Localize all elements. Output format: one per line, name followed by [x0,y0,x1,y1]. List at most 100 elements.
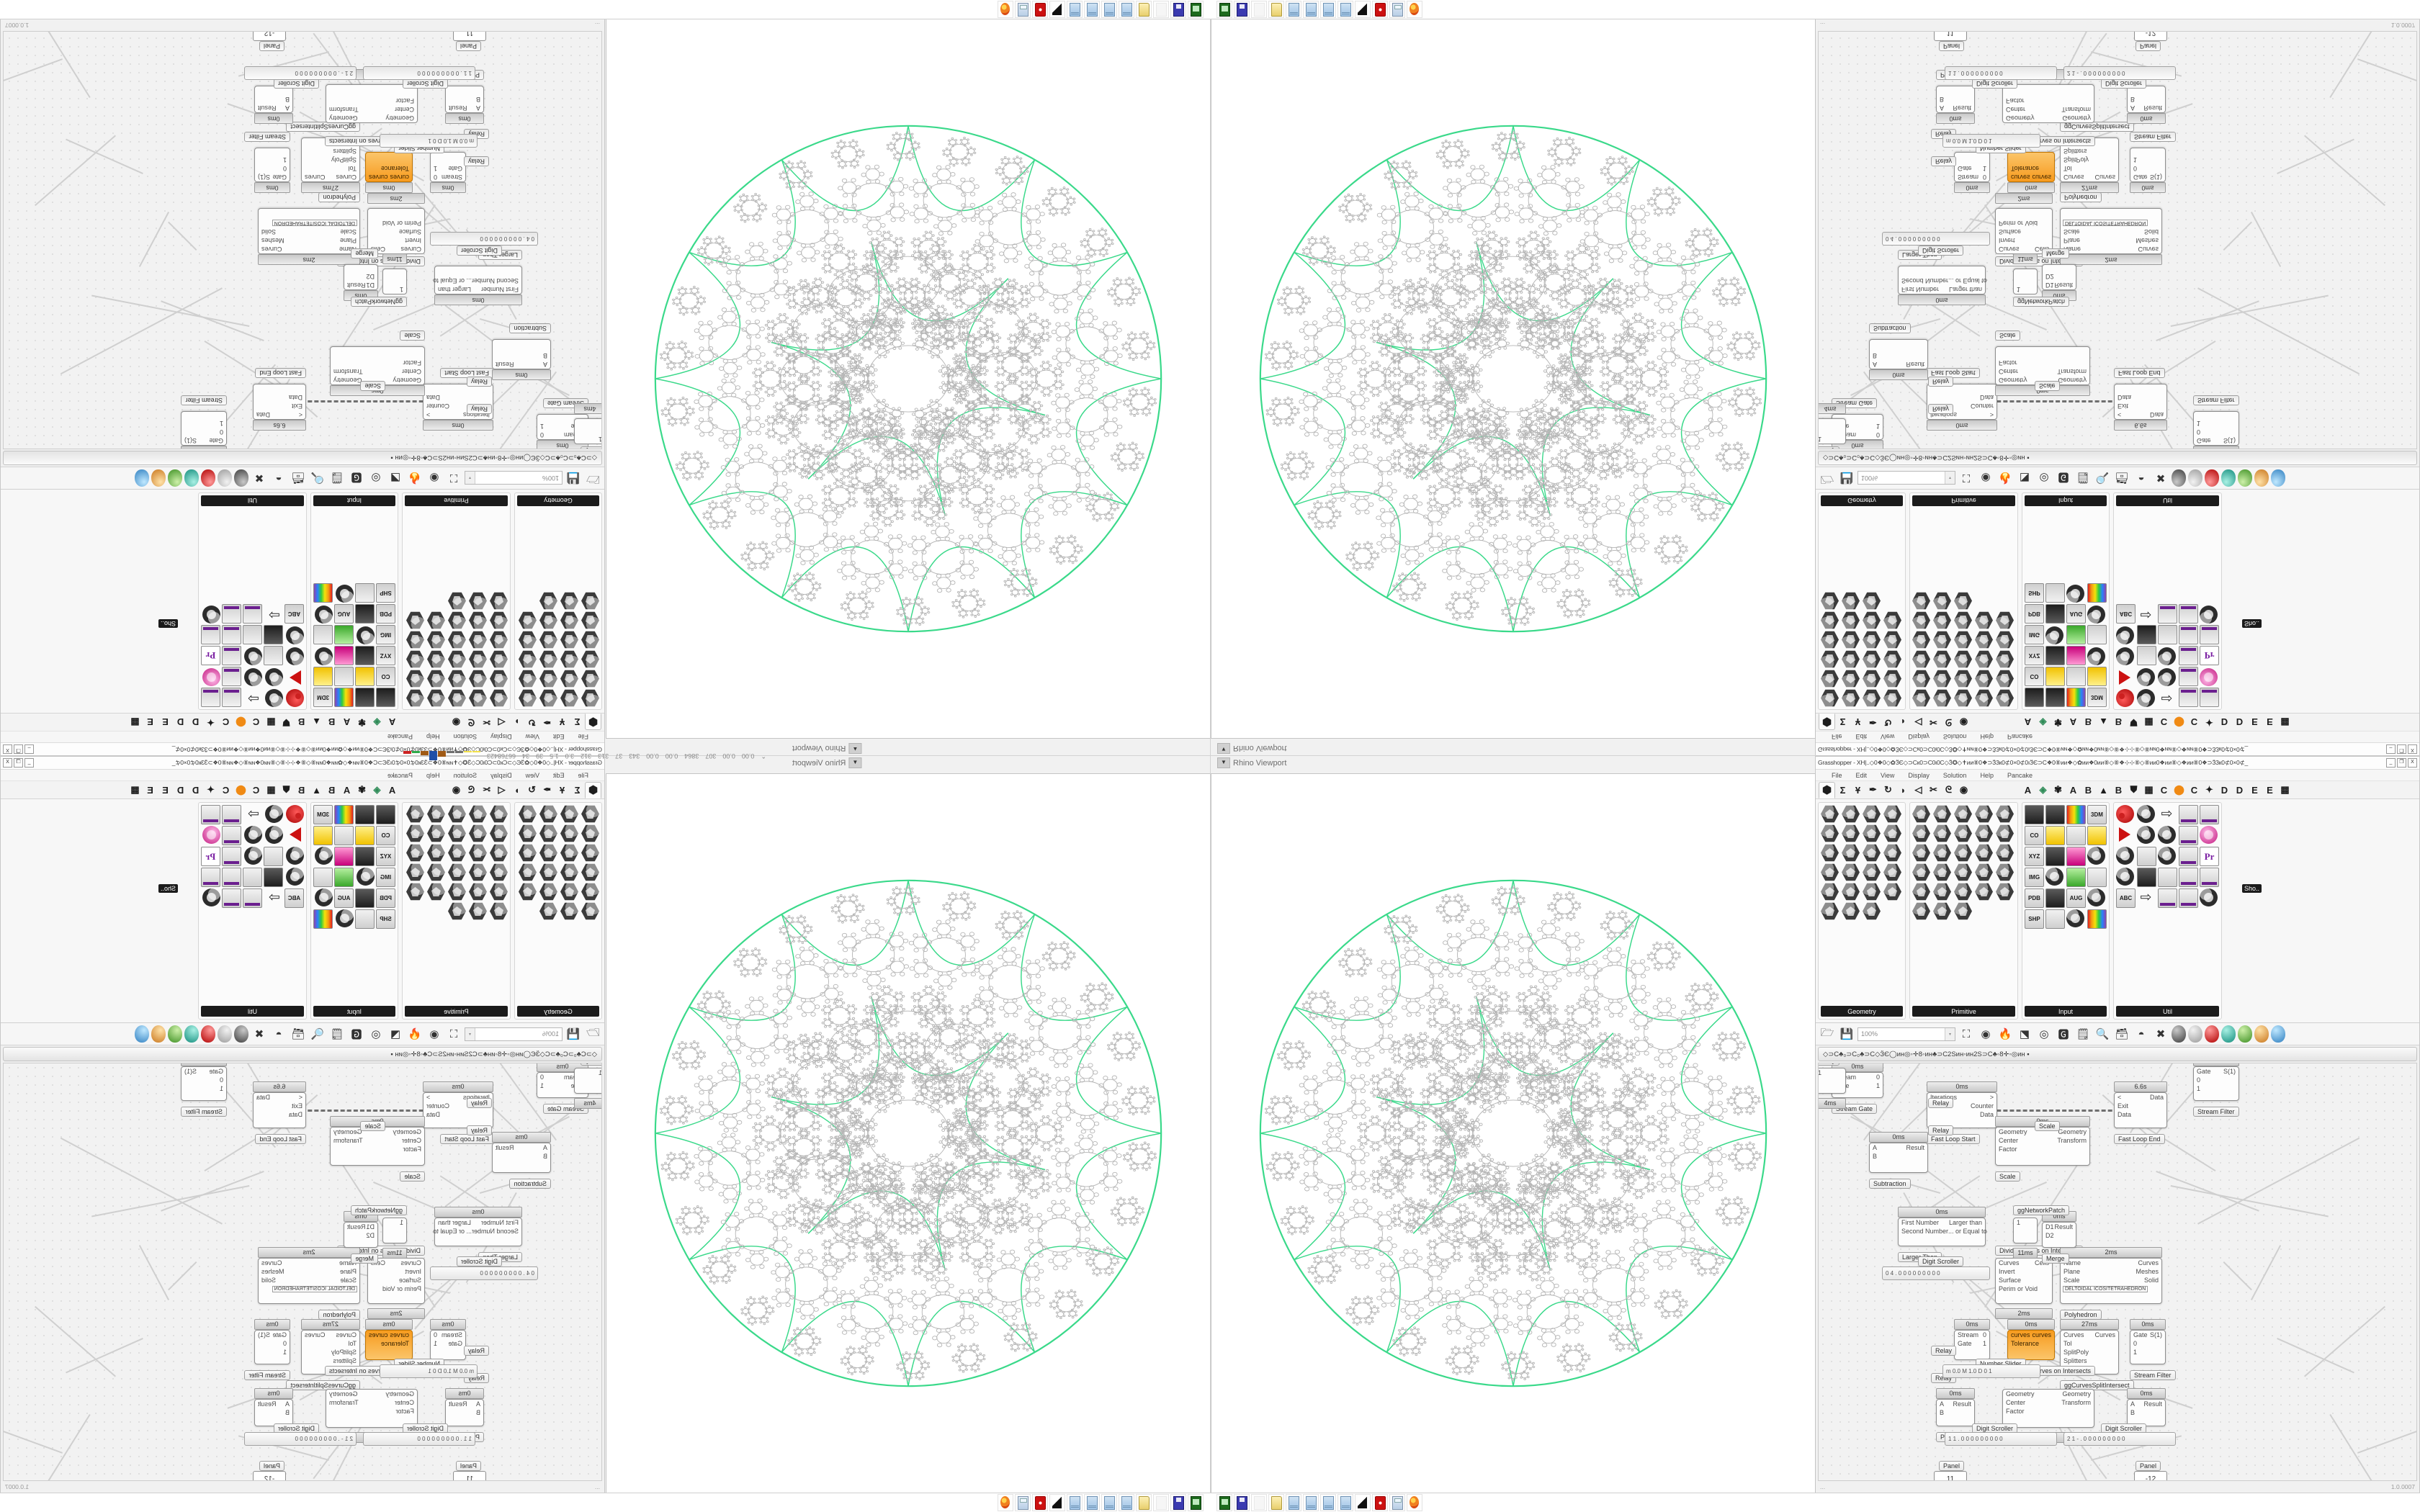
gh-port-out[interactable]: Geometry [2058,1128,2087,1135]
gh-node-scale[interactable]: Geometry Geometry Center Transform Factor [1995,1127,2090,1166]
arrow-right-icon[interactable]: ⇨ [265,888,283,906]
gh-port-in[interactable]: Surface [1999,228,2021,235]
display-mode-icon[interactable] [2188,1025,2202,1043]
gh-panel-node[interactable]: -12 [253,31,286,41]
ribbon-group-label-primitive[interactable]: Primitive [1912,1006,2015,1017]
ribbon-hex-icon[interactable] [1975,863,1993,881]
ribbon-text-icon-PDB[interactable]: PDB [376,888,395,908]
taskbar-item-save-icon[interactable] [1234,1494,1250,1511]
display-mode-icon[interactable] [168,1025,182,1043]
menu-item-display[interactable]: Display [1908,772,1930,779]
taskbar-item-terminal-icon[interactable] [1188,1,1204,18]
ribbon-tab-r-9[interactable]: C [2156,783,2172,798]
gh-port-in[interactable]: D1 [366,1223,375,1230]
display-mode-icon[interactable] [2221,469,2236,487]
taskbar-item-notepad-icon[interactable] [1119,1,1134,18]
ribbon-hex-icon[interactable] [1842,650,1860,668]
pink-box-icon[interactable]: 🗃 [290,469,307,487]
ribbon-tab-8[interactable]: ᘓ [1941,783,1956,798]
ribbon-square-icon[interactable] [2179,688,2198,707]
ribbon-circle-icon[interactable] [265,668,283,686]
ribbon-text-icon-IMG[interactable]: IMG [2025,625,2044,644]
gh-port-in[interactable]: Splitters [333,1357,357,1364]
ribbon-square-icon[interactable] [355,909,375,929]
ribbon-hex-icon[interactable] [1996,611,2014,629]
ribbon-square-icon[interactable] [222,646,241,665]
ribbon-tab-r-17[interactable]: ▩ [127,783,143,798]
gh-port-out[interactable]: Geometry [2062,1390,2091,1398]
ribbon-square-icon[interactable] [201,805,220,824]
gh-port-in[interactable]: Curves [336,1331,357,1338]
gh-port-in[interactable]: B [1873,1153,1877,1160]
ribbon-tab-6[interactable]: ◁ [1911,715,1926,730]
gh-port-in[interactable]: 1 [283,156,287,163]
gh-port-in[interactable]: Data [2118,1111,2131,1118]
gh-port-out[interactable]: Result [1953,1400,1971,1408]
display-mode-icon[interactable] [2205,1025,2219,1043]
ribbon-tab-r-0[interactable]: A [2020,783,2035,798]
viewport-dropdown-arrow-icon[interactable]: ▼ [848,757,862,768]
gh-port-in[interactable]: SplitPoly [2063,156,2089,163]
ribbon-square-icon[interactable] [2179,826,2198,845]
cross-icon[interactable]: ✖ [2152,469,2169,487]
ribbon-circle-icon[interactable] [2116,847,2134,865]
gh-port-out[interactable]: S(1) [258,1331,270,1338]
gh-node-fast-loop-end[interactable]: < Data Exit Data [2114,384,2167,420]
ribbon-hex-icon[interactable] [1933,902,1951,920]
gh-port-in[interactable]: Center [2006,106,2025,113]
ribbon-text-icon-SHP[interactable]: SHP [376,583,395,603]
gh-port-out[interactable]: Result [2054,282,2073,289]
taskbar-item-notepad-icon[interactable] [1101,1494,1117,1511]
ribbon-tab-r-3[interactable]: A [339,715,354,730]
display-mode-icon[interactable] [201,469,215,487]
ribbon-hex-icon[interactable] [1821,805,1839,823]
ribbon-tab-r-17[interactable]: ▩ [127,715,143,730]
ribbon-hex-icon[interactable] [1975,824,1993,842]
gh-panel-node[interactable]: -12 [2134,1471,2167,1480]
gh-port-out[interactable]: Curves [2138,246,2159,253]
flask-icon[interactable] [202,826,220,844]
gh-port-out[interactable]: Counter [1971,402,1994,410]
ribbon-square-icon[interactable] [222,847,241,866]
ribbon-hex-icon[interactable] [1842,611,1860,629]
ribbon-hex-icon[interactable] [1883,631,1901,649]
gha-icon[interactable]: 🅶 [2055,1025,2072,1043]
ribbon-square-icon[interactable] [2179,868,2198,887]
rhino-viewport-top-left[interactable] [606,19,1211,739]
gh-port-in[interactable]: Curves [2063,1331,2084,1338]
gh-port-out[interactable]: 0 [1876,1074,1880,1081]
ribbon-circle-icon[interactable] [286,868,304,886]
gh-node-polyhedron[interactable]: Name Curves Plane Meshes Scale Solid DELTOIDAL… [2060,208,2162,254]
ribbon-tab-r-7[interactable]: ⛊ [279,715,294,730]
ribbon-square-icon[interactable] [334,688,354,707]
gh-node-stream-filter[interactable]: Gate S(1) 0 1 [2130,148,2166,182]
minimize-button[interactable]: _ [24,744,34,754]
display-mode-icon[interactable] [2221,1025,2236,1043]
ribbon-tab-r-12[interactable]: ✦ [203,715,218,730]
ribbon-tab-r-10[interactable]: ⬤ [2172,783,2187,798]
gh-port-in[interactable]: Tol [348,1340,357,1347]
ribbon-square-icon[interactable] [2200,868,2219,887]
ribbon-hex-icon[interactable] [1821,631,1839,649]
gh-node-value[interactable]: DELTOIDAL ICOSITETRAHEDRON [2063,1286,2148,1292]
ribbon-square-icon[interactable] [2066,868,2086,887]
ribbon-tab-r-8[interactable]: ▦ [264,715,279,730]
gh-port-out[interactable]: Result [347,282,366,289]
ribbon-hex-icon[interactable] [1975,611,1993,629]
ribbon-square-icon[interactable] [2158,604,2177,624]
ribbon-circle-icon[interactable] [2158,668,2176,686]
ribbon-text-icon-XYZ[interactable]: XYZ [376,646,395,665]
ribbon-square-icon[interactable] [2158,625,2177,644]
taskbar-item-notepad-icon[interactable] [1101,1,1117,18]
gh-port-out[interactable]: Geometry [2058,377,2087,384]
gh-node-power[interactable]: A Result B [2127,86,2166,113]
gh-port-in[interactable]: Gate [2133,1331,2148,1338]
gh-port-in[interactable]: D2 [366,273,375,280]
arrow-right-icon[interactable]: ⇨ [244,689,262,707]
gh-port-out[interactable]: Geometry [2062,114,2091,122]
gh-node-stream-filter[interactable]: Gate S(1) 0 1 [254,1330,290,1364]
ribbon-tab-5[interactable]: ◗ [1896,783,1911,798]
ribbon-tab-r-9[interactable]: C [2156,715,2172,730]
gh-digit-scroller[interactable]: 1 1 . 0 0 0 0 0 0 0 0 0 [1945,1432,2057,1446]
gh-port-in[interactable]: SplitPoly [2063,1349,2089,1356]
